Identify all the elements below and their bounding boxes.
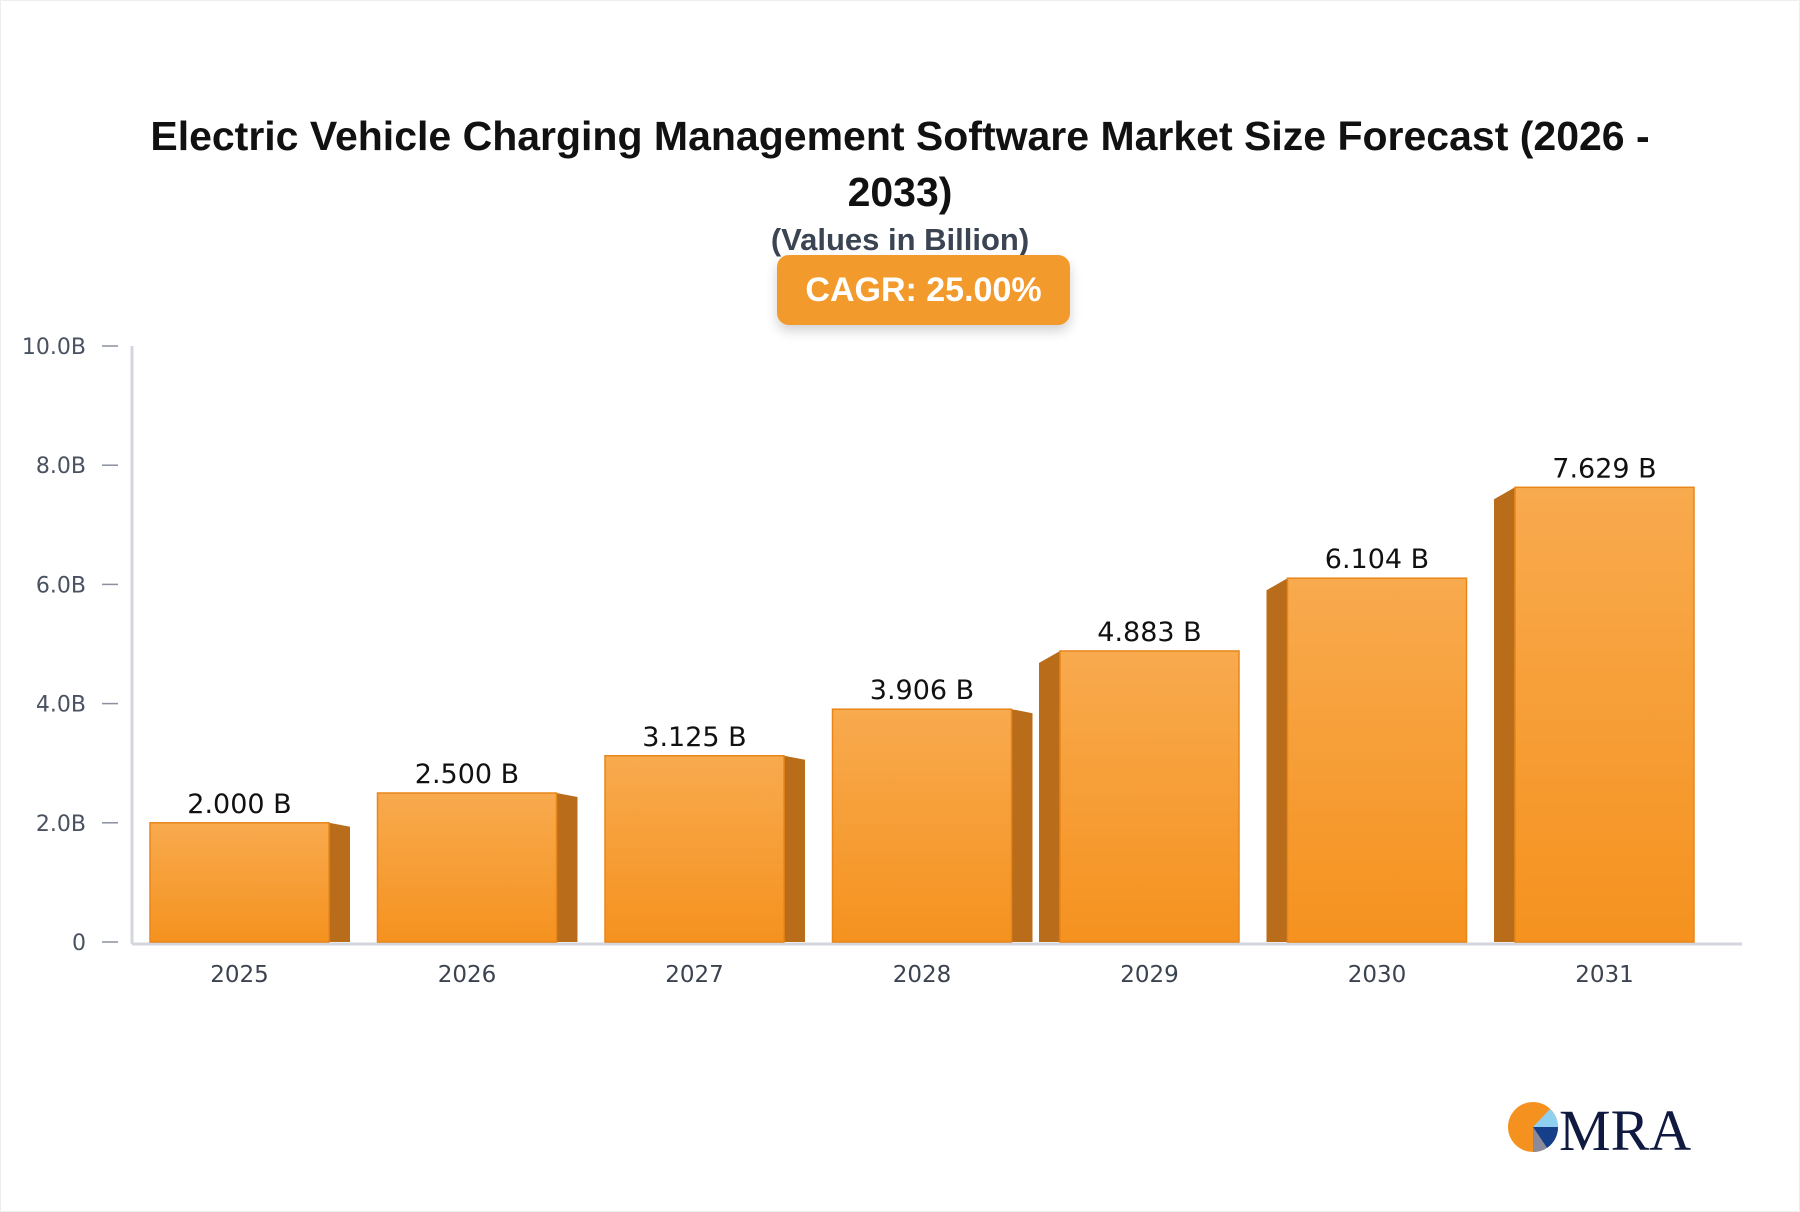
bar-side [329,822,350,942]
data-label: 6.104 B [1325,544,1429,575]
x-tick-label: 2030 [1348,962,1407,988]
data-label: 3.125 B [642,722,746,753]
bar-side [784,755,805,942]
x-tick-label: 2028 [893,962,952,988]
bar [831,708,1013,943]
bar [376,792,558,943]
bar [1514,486,1695,943]
data-label: 7.629 B [1552,453,1656,484]
data-label: 2.000 B [187,789,291,820]
bar-side [1266,578,1288,942]
bar-side [556,793,578,942]
bar-side [1011,709,1033,942]
logo-text: MRA [1559,1098,1691,1156]
x-tick-label: 2026 [438,962,497,988]
x-tick-label: 2025 [210,962,269,988]
data-label: 4.883 B [1097,617,1201,648]
data-label: 2.500 B [415,759,519,790]
bar [604,755,785,943]
bar [149,822,330,943]
x-tick-label: 2027 [665,962,724,988]
y-tick-label: 0 [72,931,86,956]
x-tick-label: 2031 [1575,962,1634,988]
cagr-badge: CAGR: 25.00% [777,255,1070,325]
chart-subtitle: (Values in Billion) [770,222,1030,257]
data-label: 3.906 B [870,675,974,706]
mra-logo: MRA [1508,1098,1691,1156]
bar-side [1039,650,1060,942]
y-tick-label: 8.0B [36,454,86,479]
bar-side [1494,487,1515,942]
y-tick-label: 6.0B [36,573,86,598]
y-tick-label: 10.0B [22,335,86,360]
x-tick-label: 2029 [1120,962,1179,988]
bar [1286,577,1468,943]
chart-title: Electric Vehicle Charging Management Sof… [150,113,1650,215]
y-tick-label: 4.0B [36,693,86,718]
bar [1059,650,1240,943]
y-tick-label: 2.0B [36,812,86,837]
